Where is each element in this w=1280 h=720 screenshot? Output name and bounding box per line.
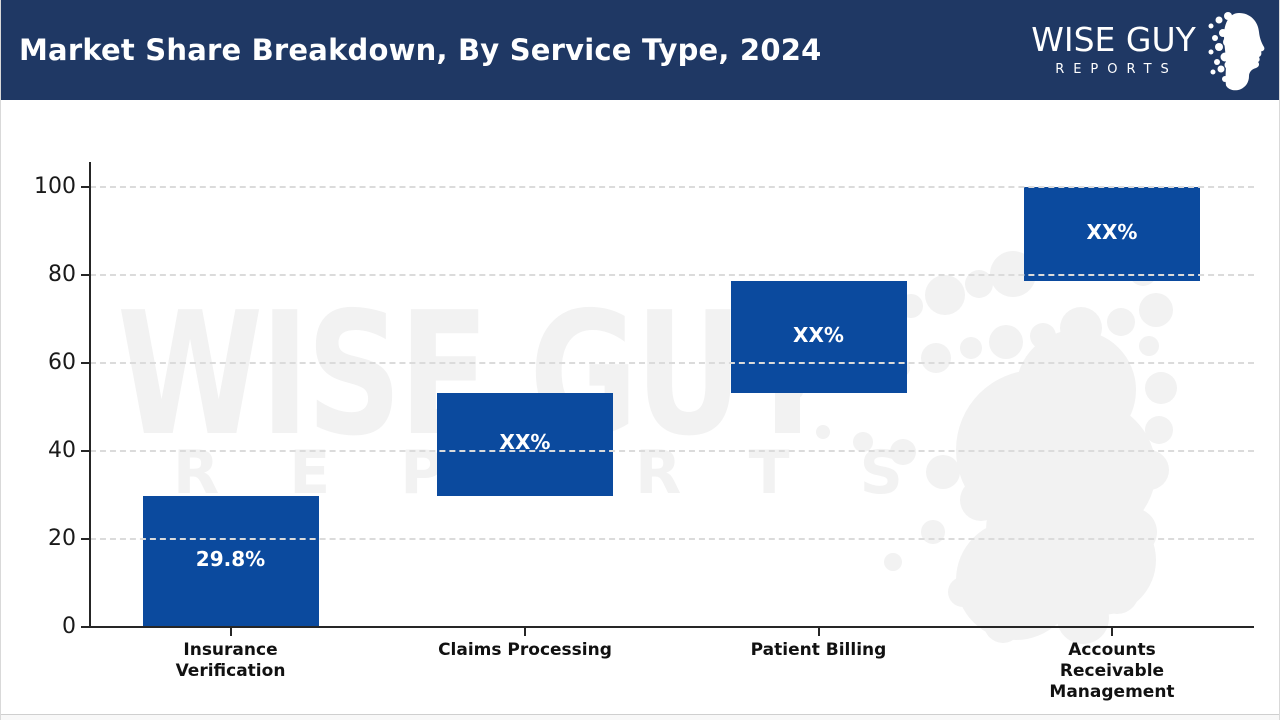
- gridline-y100: [90, 186, 1254, 188]
- x-tick-1: [229, 628, 232, 636]
- header-bar: Market Share Breakdown, By Service Type,…: [1, 0, 1279, 100]
- brand-logo: WISE GUY REPORTS: [1021, 6, 1271, 94]
- gridline-y40: [90, 450, 1254, 452]
- bar-label-4: XX%: [1086, 219, 1138, 244]
- x-axis-spine: [89, 626, 1254, 628]
- brand-head-icon: [1208, 12, 1265, 91]
- y-tick-0: [81, 626, 89, 628]
- y-tick-80: [81, 274, 89, 276]
- bar-label-2: XX%: [499, 430, 551, 455]
- gridline-y80: [90, 274, 1254, 276]
- y-tick-label-0: 0: [62, 614, 76, 639]
- x-category-label-2: Claims Processing: [438, 640, 612, 660]
- brand-logo-text: WISE GUY REPORTS: [1021, 20, 1206, 77]
- brand-name: WISE GUY: [1031, 20, 1196, 59]
- gridline-y60: [90, 362, 1254, 364]
- y-tick-20: [81, 538, 89, 540]
- x-tick-4: [1111, 628, 1113, 636]
- y-tick-label-60: 60: [48, 350, 76, 375]
- watermark-head-icon: [791, 229, 1177, 644]
- footer-strip: [1, 714, 1279, 720]
- bar-3: [730, 280, 907, 393]
- y-tick-40: [81, 450, 89, 452]
- x-category-label-4: Accounts Receivable Management: [1049, 640, 1175, 702]
- bar-label-3: XX%: [793, 322, 844, 347]
- y-tick-label-40: 40: [48, 438, 76, 463]
- y-tick-label-20: 20: [48, 526, 76, 551]
- y-tick-label-80: 80: [48, 262, 76, 287]
- brand-subname: REPORTS: [1055, 62, 1178, 77]
- page-title: Market Share Breakdown, By Service Type,…: [19, 33, 822, 67]
- x-tick-2: [524, 628, 526, 636]
- y-tick-label-100: 100: [34, 174, 76, 199]
- plot-region: 29.8% XX% XX% XX% 0 20 40 60 80 100 Insurance Verif…: [1, 100, 1279, 714]
- y-axis-spine: [89, 162, 91, 627]
- y-tick-100: [81, 186, 89, 188]
- gridline-y20: [90, 538, 1254, 540]
- bar-label-1: 29.8%: [195, 547, 266, 572]
- bar-2: [437, 392, 613, 496]
- bar-4: [1024, 187, 1200, 281]
- y-tick-60: [81, 362, 89, 364]
- x-tick-3: [817, 628, 820, 636]
- bar-1: [142, 495, 319, 627]
- chart-canvas: WISE GUY REPORTS 29.8%XX%XX: [1, 100, 1279, 714]
- x-category-label-1: Insurance Verification: [175, 640, 286, 681]
- x-category-label-3: Patient Billing: [750, 640, 887, 660]
